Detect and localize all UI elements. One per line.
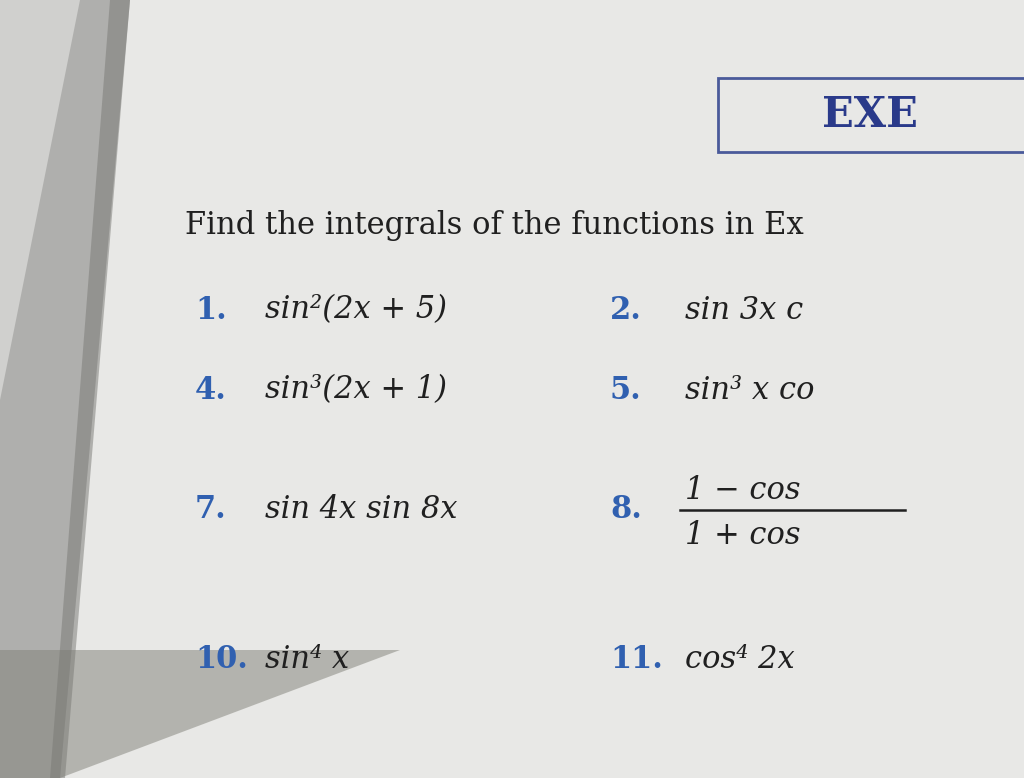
Text: sin 4x sin 8x: sin 4x sin 8x	[265, 495, 458, 525]
Text: 8.: 8.	[610, 495, 642, 525]
Text: EXE: EXE	[822, 94, 918, 136]
Text: Find the integrals of the functions in Ex: Find the integrals of the functions in E…	[185, 209, 804, 240]
Text: 11.: 11.	[610, 644, 663, 675]
Polygon shape	[0, 0, 130, 778]
Text: sin³(2x + 1): sin³(2x + 1)	[265, 374, 447, 405]
Text: sin³ x co: sin³ x co	[685, 374, 814, 405]
Polygon shape	[60, 0, 1024, 778]
Text: sin²(2x + 5): sin²(2x + 5)	[265, 295, 447, 325]
Text: 2.: 2.	[610, 295, 642, 325]
Text: 4.: 4.	[195, 374, 227, 405]
Text: 1 + cos: 1 + cos	[685, 520, 801, 551]
Text: 1.: 1.	[195, 295, 226, 325]
Text: 7.: 7.	[195, 495, 226, 525]
Text: 5.: 5.	[610, 374, 642, 405]
Text: sin 3x c: sin 3x c	[685, 295, 803, 325]
Polygon shape	[0, 650, 400, 778]
Text: 10.: 10.	[195, 644, 248, 675]
Text: sin⁴ x: sin⁴ x	[265, 644, 349, 675]
FancyBboxPatch shape	[718, 78, 1024, 152]
Text: cos⁴ 2x: cos⁴ 2x	[685, 644, 795, 675]
Text: 1 − cos: 1 − cos	[685, 475, 801, 506]
Polygon shape	[50, 0, 130, 778]
